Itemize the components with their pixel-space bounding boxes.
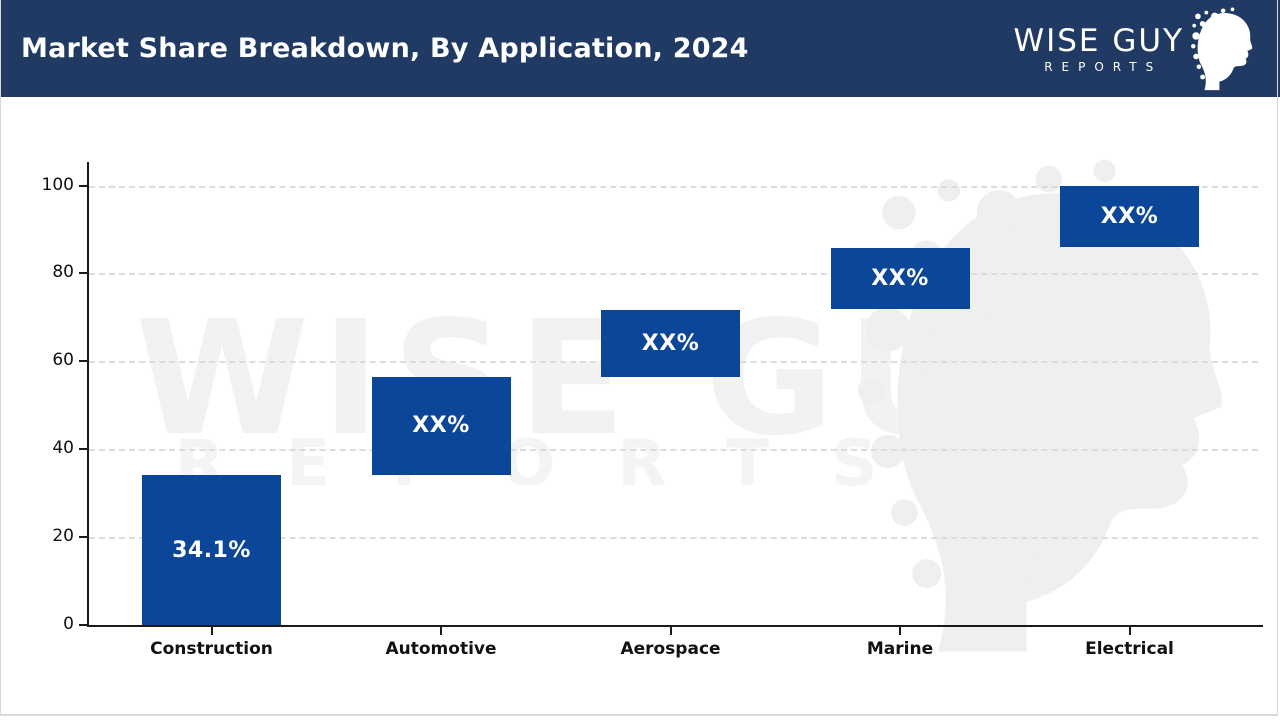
bar-automotive: XX% <box>371 376 511 476</box>
bar-construction: 34.1% <box>142 475 281 625</box>
gridline-20 <box>89 537 1258 540</box>
bar-value-label: XX% <box>641 330 700 356</box>
logo-reports-text: REPORTS <box>1044 59 1163 74</box>
x-tick-mark-aerospace <box>669 627 672 635</box>
logo-dotted-head-icon <box>1188 7 1262 91</box>
y-tick-label-80: 80 <box>52 262 74 283</box>
gridline-80 <box>89 273 1258 276</box>
bar-electrical: XX% <box>1060 185 1199 248</box>
x-tick-label-marine: Marine <box>866 639 934 659</box>
x-axis-line <box>87 625 1263 627</box>
logo-wordmark: WISE GUY <box>1013 22 1184 59</box>
watermark-reports-text: REPORTS <box>175 427 940 501</box>
bar-value-label: XX% <box>412 413 470 439</box>
x-tick-label-automotive: Automotive <box>385 639 497 659</box>
y-tick-label-40: 40 <box>52 438 74 459</box>
y-tick-mark-20 <box>79 536 87 539</box>
y-tick-label-60: 60 <box>52 350 74 371</box>
bar-value-label: XX% <box>871 265 929 291</box>
bar-value-label: XX% <box>1100 203 1159 229</box>
wise-guy-reports-logo: WISE GUY REPORTS <box>1013 6 1262 92</box>
y-tick-label-20: 20 <box>52 526 74 547</box>
logo-text: WISE GUY REPORTS <box>1013 25 1184 74</box>
y-tick-label-100: 100 <box>41 174 74 195</box>
gridline-40 <box>89 449 1258 452</box>
chart-title: Market Share Breakdown, By Application, … <box>21 33 749 64</box>
header-bar: Market Share Breakdown, By Application, … <box>0 0 1280 97</box>
y-tick-mark-40 <box>79 448 87 451</box>
x-tick-mark-electrical <box>1128 627 1131 635</box>
bar-aerospace: XX% <box>601 309 740 377</box>
x-tick-label-construction: Construction <box>150 639 273 659</box>
x-tick-label-electrical: Electrical <box>1085 639 1174 659</box>
y-tick-mark-0 <box>79 624 87 626</box>
gridline-100 <box>89 185 1258 188</box>
y-tick-label-0: 0 <box>63 614 74 634</box>
y-tick-mark-80 <box>79 272 87 275</box>
y-tick-mark-100 <box>79 184 87 187</box>
y-axis-line <box>87 162 89 626</box>
x-tick-mark-marine <box>899 627 901 635</box>
x-tick-label-aerospace: Aerospace <box>620 639 721 659</box>
bar-marine: XX% <box>830 247 970 309</box>
x-tick-mark-construction <box>210 627 213 635</box>
x-tick-mark-automotive <box>440 627 442 635</box>
bar-value-label: 34.1% <box>172 537 251 563</box>
y-tick-mark-60 <box>79 360 87 363</box>
